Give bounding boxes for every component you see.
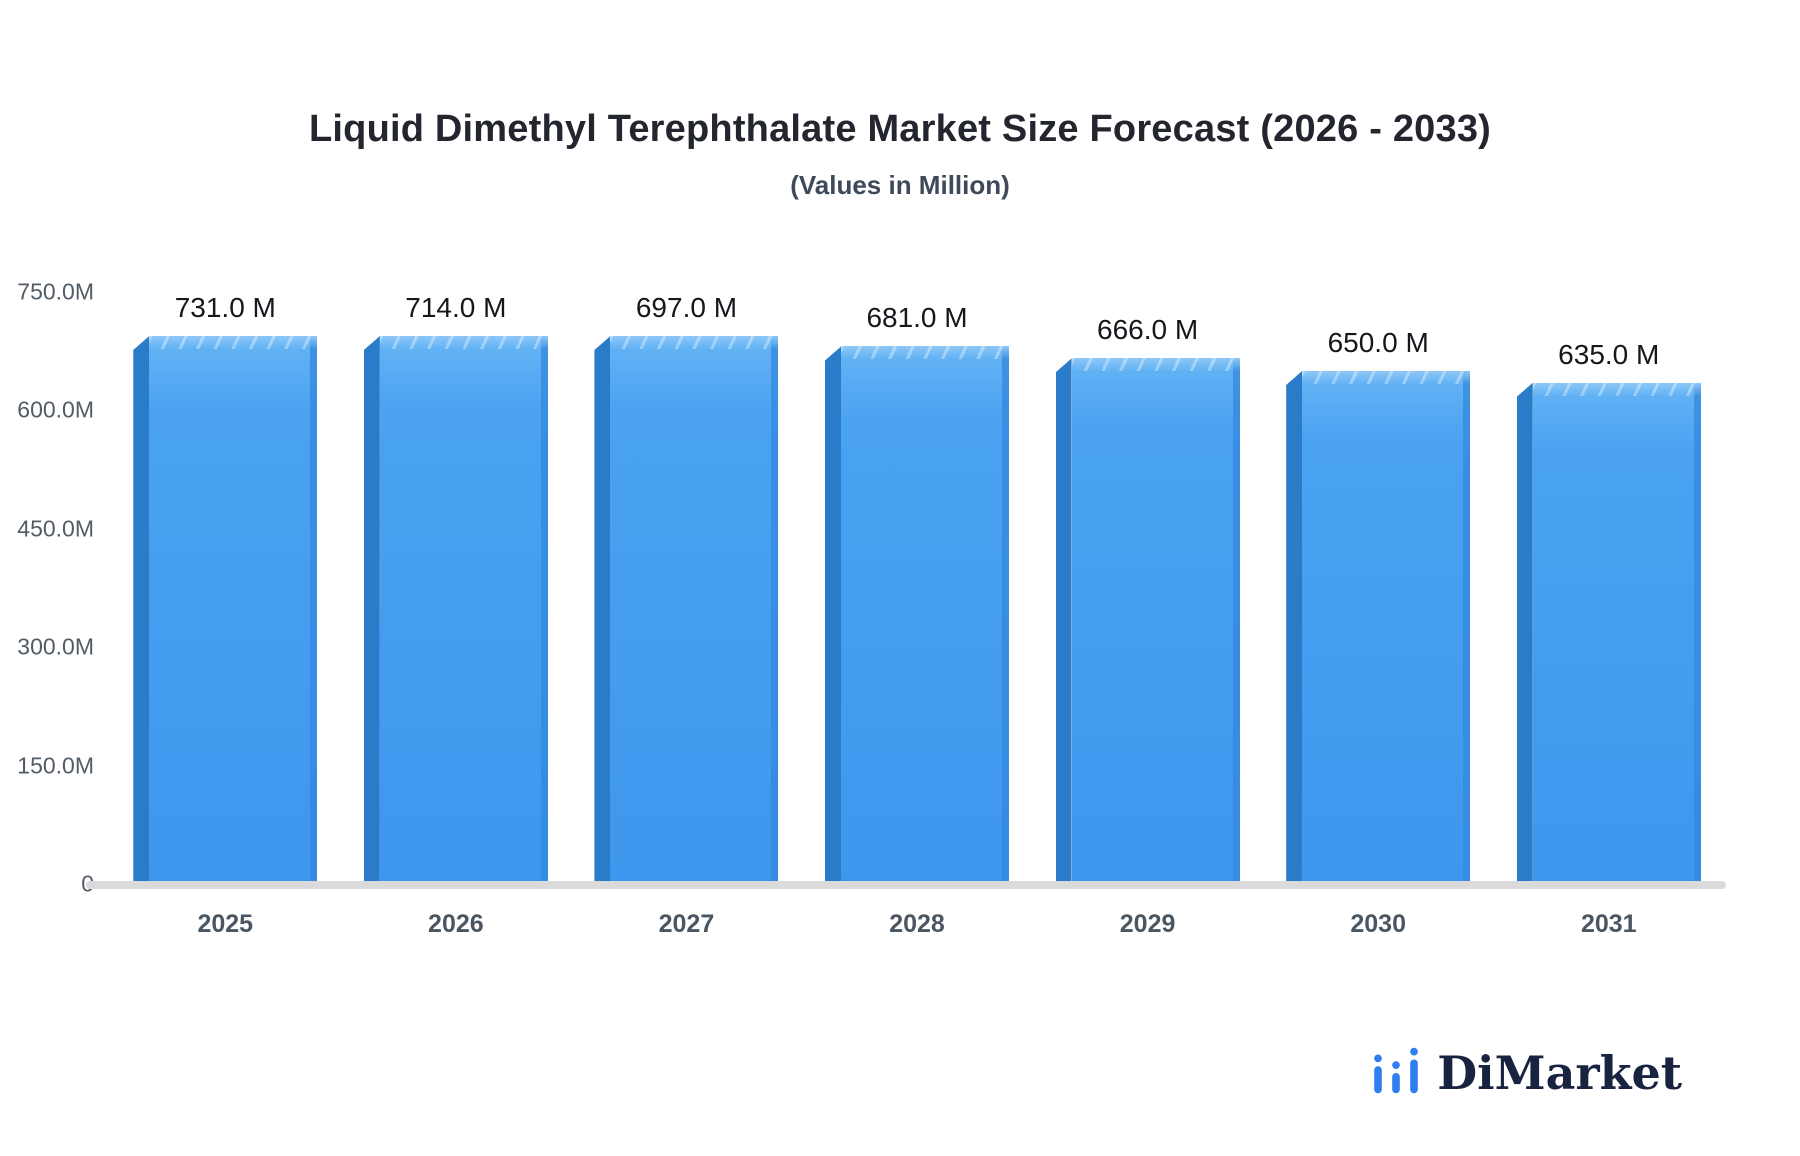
bar xyxy=(825,346,1010,884)
brand-name: DiMarket xyxy=(1437,1046,1682,1100)
bar-group: 666.0 M xyxy=(1032,292,1263,884)
bar-value-label: 714.0 M xyxy=(405,292,507,323)
bar xyxy=(1055,358,1240,884)
bar-value-label: 635.0 M xyxy=(1558,338,1660,370)
bar xyxy=(594,336,779,884)
bar-value-label: 681.0 M xyxy=(866,302,968,334)
y-tick-label: 750.0M xyxy=(17,278,94,305)
bar-series: 731.0 M 714.0 M 697.0 M 681.0 M 666.0 M 650.0… xyxy=(110,292,1724,884)
plot-area: 731.0 M 714.0 M 697.0 M 681.0 M 666.0 M 650.0… xyxy=(86,292,1726,889)
y-tick-label: 150.0M xyxy=(17,752,94,779)
brand-logo: DiMarket xyxy=(1369,1046,1682,1100)
bar-group: 731.0 M xyxy=(110,292,341,884)
bar xyxy=(1286,370,1471,884)
axis-baseline xyxy=(86,881,1726,889)
bar-group: 681.0 M xyxy=(802,292,1033,884)
bar-group: 650.0 M xyxy=(1263,292,1494,884)
chart-subtitle: (Values in Million) xyxy=(790,170,1010,200)
bar-group: 635.0 M xyxy=(1493,292,1724,884)
bar-chart-icon xyxy=(1369,1046,1423,1100)
bar xyxy=(1516,382,1701,884)
bar-value-label: 650.0 M xyxy=(1327,326,1429,358)
bar-value-label: 697.0 M xyxy=(635,292,738,323)
y-tick-label: 300.0M xyxy=(17,633,94,660)
chart-title: Liquid Dimethyl Terephthalate Market Siz… xyxy=(308,108,1492,150)
bar xyxy=(133,336,318,884)
x-axis-labels: 2025 2026 2027 2028 2029 2030 2031 xyxy=(110,910,1724,939)
y-tick-label: 600.0M xyxy=(17,396,94,423)
x-axis-label: 2030 xyxy=(1350,910,1406,938)
x-axis-label: 2031 xyxy=(1580,910,1637,938)
x-axis-label: 2026 xyxy=(428,910,484,938)
x-axis-label: 2029 xyxy=(1119,910,1176,938)
bar-group: 714.0 M xyxy=(341,292,572,884)
bar xyxy=(363,336,548,884)
bar-value-label: 731.0 M xyxy=(174,292,276,323)
x-axis-label: 2028 xyxy=(889,910,945,938)
y-tick-label: 450.0M xyxy=(17,515,94,542)
x-axis-label: 2025 xyxy=(197,910,254,938)
x-axis-label: 2027 xyxy=(658,910,715,938)
bar-group: 697.0 M xyxy=(571,292,802,884)
bar-value-label: 666.0 M xyxy=(1097,314,1199,346)
